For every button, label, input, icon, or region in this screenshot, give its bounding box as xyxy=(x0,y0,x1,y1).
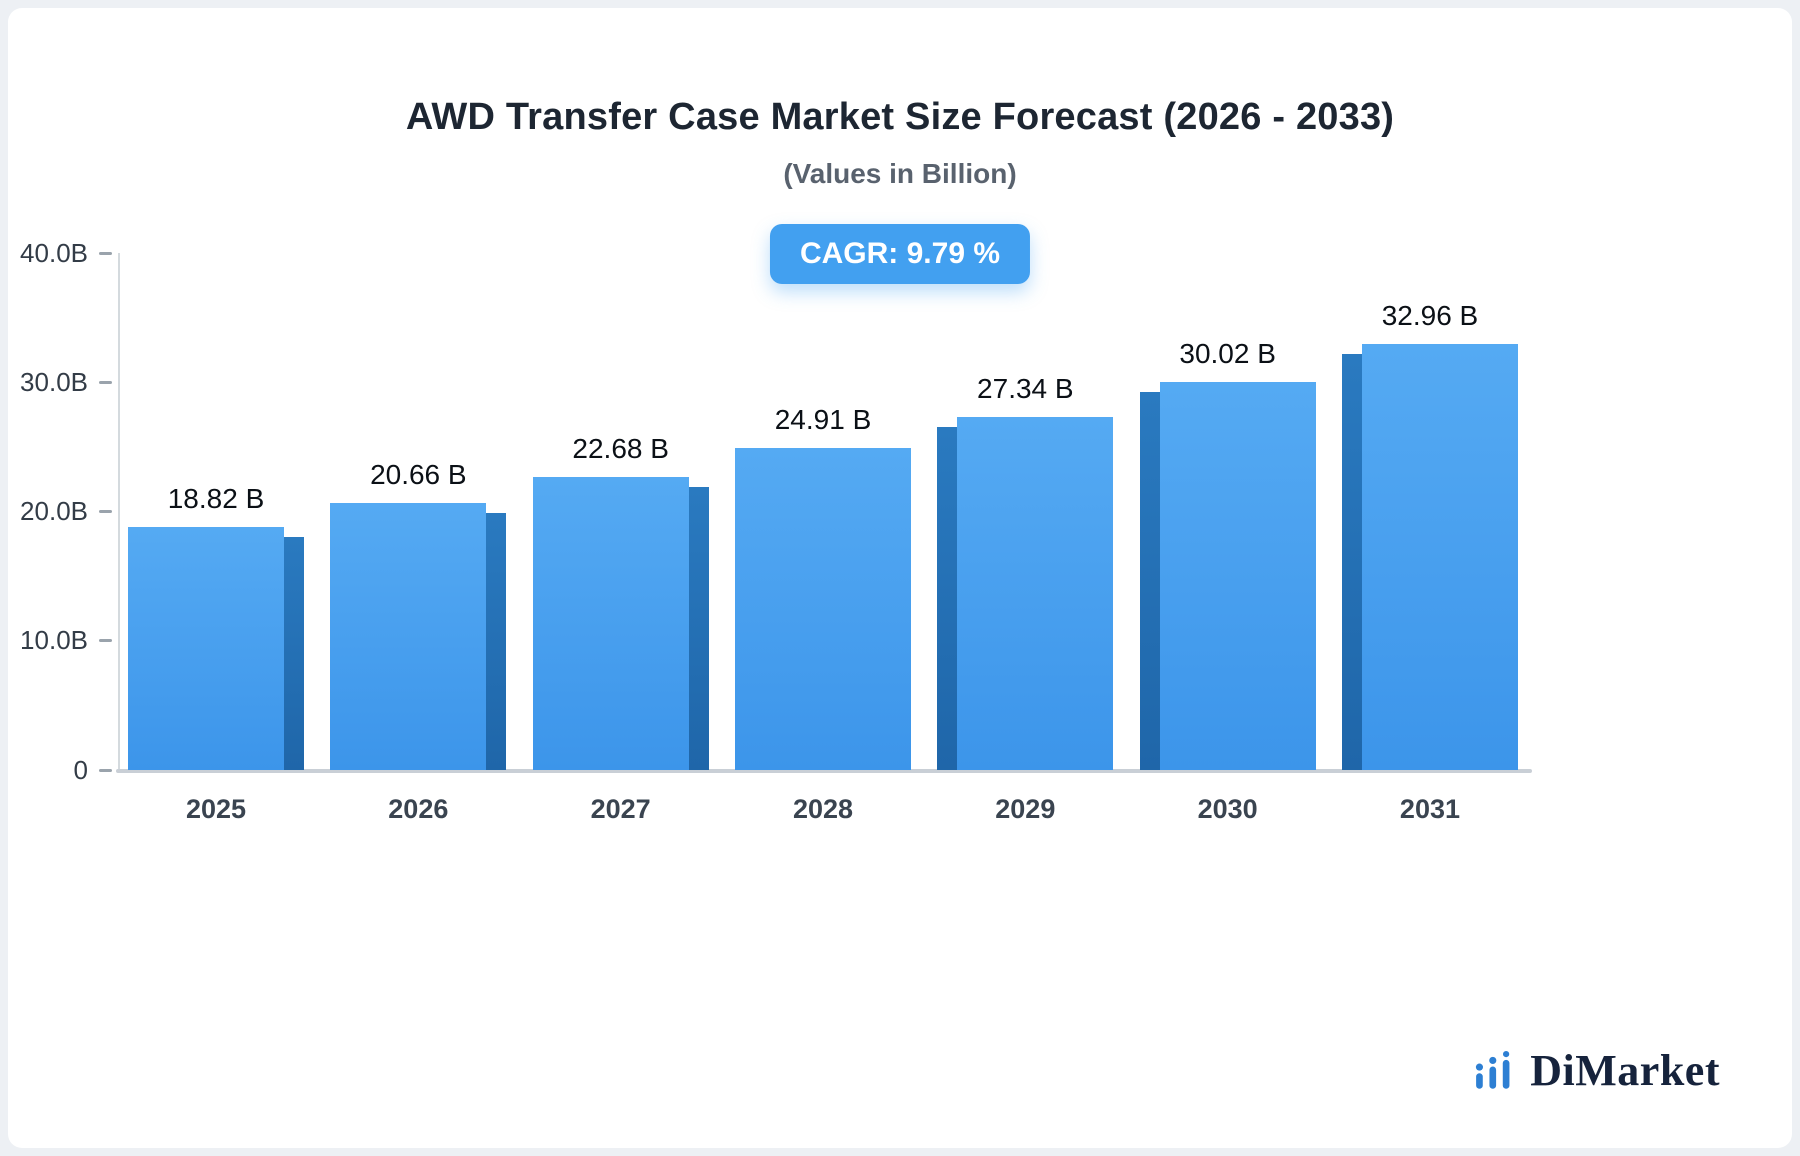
bar-front-face xyxy=(330,502,487,770)
bar-value-label: 22.68 B xyxy=(572,432,669,464)
x-axis-label: 2028 xyxy=(792,794,854,824)
y-tick-mark xyxy=(99,380,112,384)
plot-area: 18.82 B 2025 20.66 B 2026 22.68 B 2027 24.91 B… xyxy=(116,253,1532,824)
y-tick-mark xyxy=(99,768,112,772)
bar-value-label: 27.34 B xyxy=(977,372,1074,404)
y-tick: 20.0B xyxy=(20,496,112,526)
y-tick: 0 xyxy=(73,754,112,785)
bar-front-face xyxy=(957,416,1114,770)
bar-value-label: 20.66 B xyxy=(370,458,467,490)
x-axis-label: 2026 xyxy=(388,794,449,824)
y-tick: 30.0B xyxy=(20,366,112,397)
y-tick-label: 20.0B xyxy=(20,496,88,526)
x-axis-label: 2031 xyxy=(1399,794,1461,824)
bar-side-face xyxy=(937,426,958,770)
bar-side-face xyxy=(1139,392,1160,770)
x-axis-label: 2030 xyxy=(1197,794,1258,824)
y-tick-label: 40.0B xyxy=(20,237,88,268)
bar-2030[interactable]: 30.02 B 2030 xyxy=(1139,338,1316,824)
bar-value-label: 32.96 B xyxy=(1381,300,1479,331)
y-tick-label: 10.0B xyxy=(20,625,88,656)
bar-front-face xyxy=(1361,344,1518,770)
y-tick-label: 30.0B xyxy=(20,366,88,397)
y-tick-mark xyxy=(99,510,112,513)
bar-front-face xyxy=(1159,382,1316,770)
bar-2028[interactable]: 24.91 B 2028 xyxy=(734,404,911,824)
bar-front-face xyxy=(734,448,911,770)
bar-value-label: 18.82 B xyxy=(167,482,265,514)
bar-2026[interactable]: 20.66 B 2026 xyxy=(330,459,507,824)
chart-subtitle: (Values in Billion) xyxy=(783,158,1017,189)
x-axis-line xyxy=(116,769,1532,773)
chart-card: AWD Transfer Case Market Size Forecast (… xyxy=(8,8,1792,1148)
bar-side-face xyxy=(486,512,507,770)
bars: 18.82 B 2025 20.66 B 2026 22.68 B 2027 24.91 B… xyxy=(128,253,1518,824)
bar-side-face xyxy=(688,486,709,770)
y-tick: 40.0B xyxy=(20,237,112,268)
x-axis-label: 2029 xyxy=(995,794,1056,824)
brand-logo: DiMarket xyxy=(1472,1045,1720,1096)
bar-side-face xyxy=(1341,354,1362,770)
x-axis-label: 2025 xyxy=(185,794,247,824)
y-axis-ticks: 0 10.0B 20.0B 30.0B 40.0B xyxy=(8,238,112,785)
bar-2025[interactable]: 18.82 B 2025 xyxy=(128,483,304,824)
y-tick-label: 0 xyxy=(73,754,88,785)
bar-2029[interactable]: 27.34 B 2029 xyxy=(937,373,1114,824)
y-axis-line xyxy=(118,253,120,770)
dimarket-logo-text: DiMarket xyxy=(1530,1046,1720,1095)
bar-value-label: 24.91 B xyxy=(774,404,872,436)
dimarket-logo-icon xyxy=(1476,1050,1510,1089)
y-tick-mark xyxy=(99,639,112,643)
cagr-badge: CAGR: 9.79 % xyxy=(769,224,1031,284)
y-tick: 10.0B xyxy=(20,625,112,656)
x-axis-label: 2027 xyxy=(590,794,651,824)
bar-value-label: 30.02 B xyxy=(1179,338,1276,369)
y-tick-mark xyxy=(99,251,112,255)
bar-side-face xyxy=(284,536,304,770)
bar-2027[interactable]: 22.68 B 2027 xyxy=(532,433,709,824)
bar-front-face xyxy=(532,476,689,770)
chart-title: AWD Transfer Case Market Size Forecast (… xyxy=(405,96,1395,138)
bar-front-face xyxy=(128,526,284,770)
bar-2031[interactable]: 32.96 B 2031 xyxy=(1341,300,1518,824)
